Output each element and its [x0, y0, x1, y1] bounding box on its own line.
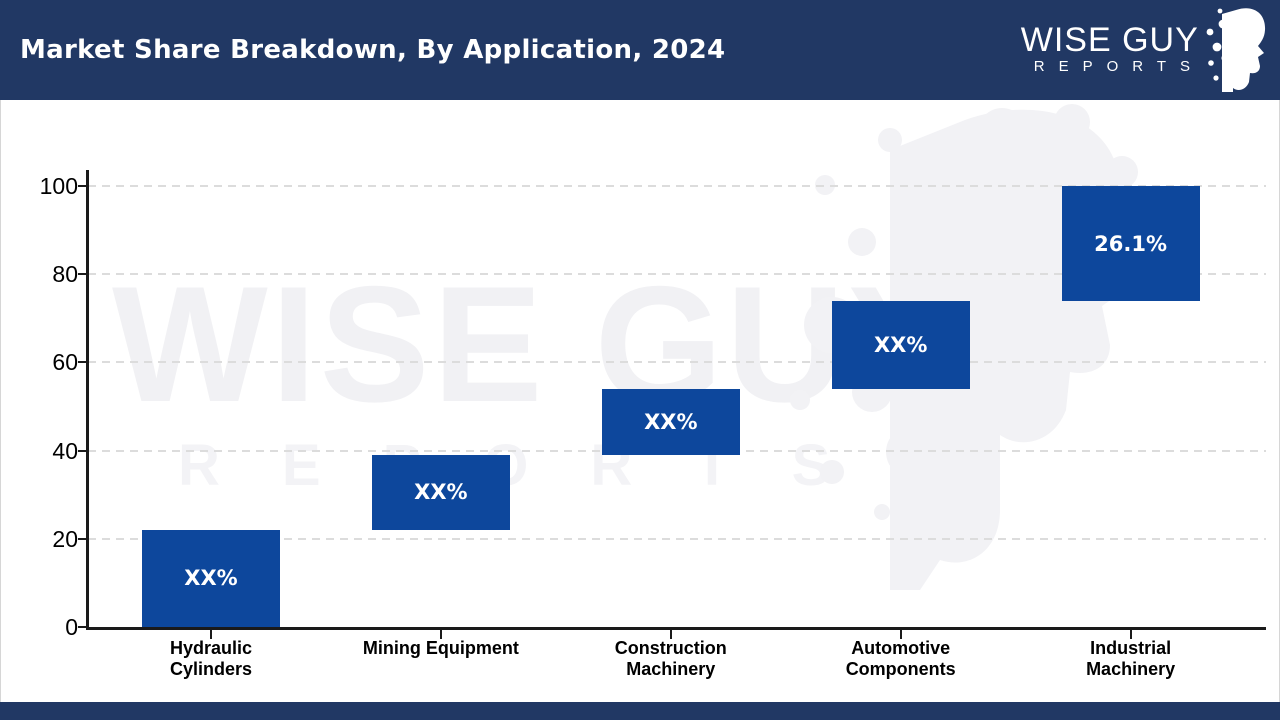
- page-title: Market Share Breakdown, By Application, …: [20, 35, 726, 65]
- gridline: [88, 185, 1266, 187]
- x-axis-tick: [899, 629, 902, 639]
- y-axis-tick: [78, 273, 87, 276]
- category-label: Industrial Machinery: [1086, 638, 1176, 679]
- category-label: Automotive Components: [845, 638, 956, 679]
- logo-subtext: REPORTS: [1033, 58, 1204, 75]
- y-axis-tick-label: 40: [52, 437, 78, 464]
- x-axis-tick: [669, 629, 672, 639]
- gridline: [88, 273, 1266, 276]
- bar-segment: XX%: [831, 300, 970, 389]
- gridline: [88, 361, 1266, 364]
- bar-segment: XX%: [142, 529, 280, 627]
- category-label: Mining Equipment: [362, 638, 519, 658]
- chart-area: WISE GUY REPORTS 0 20 40 60 80 100 XX% Hydrauli…: [0, 100, 1280, 702]
- y-axis-tick-label: 20: [52, 525, 78, 552]
- footer-bar: [0, 702, 1280, 720]
- bar-segment: 26.1%: [1061, 186, 1200, 302]
- x-axis-tick: [1129, 629, 1132, 639]
- y-axis-tick-label: 0: [65, 614, 78, 640]
- bar-segment: XX%: [601, 388, 740, 455]
- y-axis-tick: [78, 537, 87, 540]
- gridline: [88, 537, 1266, 540]
- bar-segment: XX%: [371, 455, 510, 530]
- wise-guy-logo: WISE GUY REPORTS: [1021, 6, 1268, 92]
- logo-head-icon: [1206, 8, 1266, 92]
- bar-value-label: 26.1%: [1094, 231, 1168, 256]
- y-axis-tick: [78, 185, 87, 187]
- category-label: Hydraulic Cylinders: [169, 638, 253, 679]
- y-axis-tick: [78, 449, 87, 452]
- logo-wordmark: WISE GUY: [1020, 21, 1199, 59]
- y-axis-tick-label: 100: [39, 173, 78, 199]
- y-axis-line: [86, 170, 89, 630]
- bar-value-label: XX%: [873, 332, 928, 357]
- bar-value-label: XX%: [414, 480, 468, 505]
- y-axis-tick-label: 60: [52, 349, 78, 376]
- x-axis-tick: [439, 629, 442, 639]
- x-axis-line: [86, 627, 1266, 630]
- x-axis-tick: [210, 629, 212, 639]
- y-axis-tick: [78, 626, 87, 628]
- left-border: [0, 100, 1, 702]
- category-label: Construction Machinery: [614, 638, 727, 679]
- y-axis-tick: [78, 361, 87, 364]
- header-bar: Market Share Breakdown, By Application, …: [0, 0, 1280, 100]
- y-axis-tick-label: 80: [52, 261, 78, 288]
- bar-value-label: XX%: [644, 409, 698, 434]
- bar-value-label: XX%: [184, 566, 238, 591]
